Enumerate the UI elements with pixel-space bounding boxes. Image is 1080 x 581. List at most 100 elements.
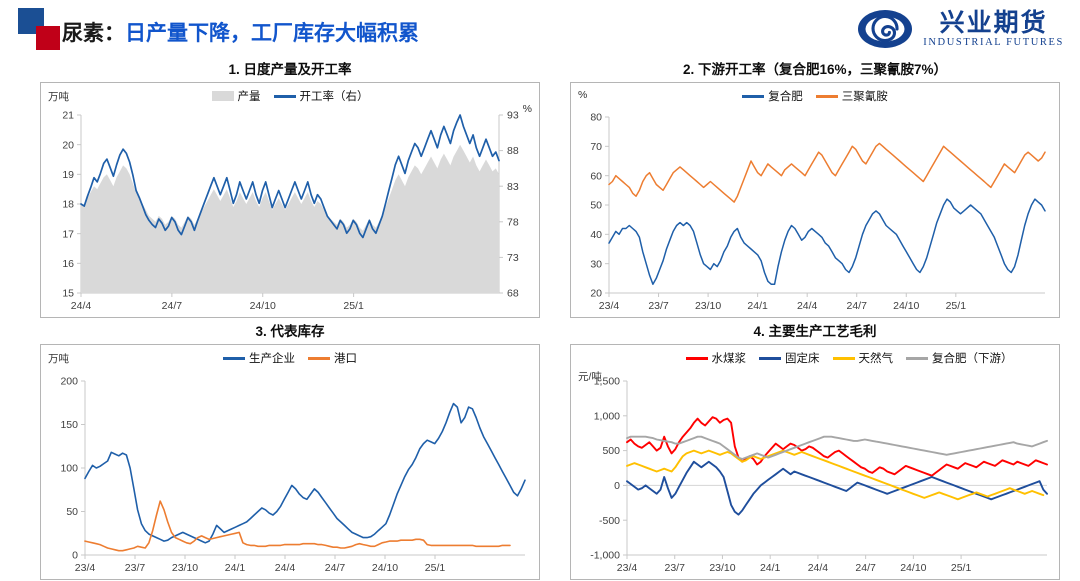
x-tick-label: 23/4	[75, 562, 96, 574]
y2-tick-label: 68	[507, 288, 519, 300]
y-tick-label: 0	[614, 480, 620, 492]
series-line	[608, 198, 1046, 285]
y-tick-label: 60	[590, 170, 602, 182]
y-tick-label: 30	[590, 258, 602, 270]
y2-tick-label: 93	[507, 110, 519, 122]
chart-box-4: 元/吨 水煤浆 固定床 天然气 复合肥（下游） -1,000 -500 0 500 1,000…	[570, 344, 1060, 580]
decorative-logo-marks	[18, 8, 60, 50]
red-square-icon	[36, 26, 60, 50]
y-tick-label: 70	[590, 141, 602, 153]
chart-plot-3: 0 50 100 150 200 23/4 23/7 23/10 24/1 24/4 24/7 24/…	[60, 376, 526, 574]
y-tick-label: 18	[62, 199, 74, 211]
panel-production-margin: 4. 主要生产工艺毛利 元/吨 水煤浆 固定床 天然气 复合肥（下游） -1,000-…	[570, 320, 1060, 580]
panel-representative-inventory: 3. 代表库存 万吨 生产企业 港口 0 50 100 150 200 23/4 23/7 23…	[40, 320, 540, 580]
x-tick-label: 24/10	[893, 300, 919, 312]
series-line	[626, 416, 1048, 477]
y-axis-unit-left-3: 万吨	[48, 353, 69, 365]
x-tick-label: 24/1	[225, 562, 246, 574]
y-tick-label: 1,500	[594, 376, 620, 388]
y-tick-label: 20	[62, 139, 74, 151]
y-tick-label: -1,000	[590, 550, 620, 562]
x-tick-label: 24/7	[855, 562, 876, 574]
y-tick-label: 16	[62, 258, 74, 270]
series-line	[84, 402, 526, 544]
x-tick-label: 23/10	[695, 300, 721, 312]
y-axis-unit-right-1: %	[522, 103, 532, 115]
x-tick-label: 24/7	[325, 562, 346, 574]
y2-tick-label: 88	[507, 145, 519, 157]
chart-box-1: 万吨 % 产量 开工率（右） 15 16 17 18 19 20 21 68 73 78 83 88 93…	[40, 82, 540, 318]
page-title-label: 尿素：	[62, 22, 125, 45]
y-tick-label: 50	[590, 200, 602, 212]
panel-downstream-operating-rate: 2. 下游开工率（复合肥16%，三聚氰胺7%） % 复合肥 三聚氰胺 20 30 40…	[570, 58, 1060, 318]
x-tick-label: 24/10	[900, 562, 926, 574]
panel-daily-output: 1. 日度产量及开工率 万吨 % 产量 开工率（右） 15 16 17 18 19 20 21…	[40, 58, 540, 318]
chart-plot-2: 20 30 40 50 60 70 80 23/4 23/7 23/10 24/1 24/4 24/7 2…	[590, 112, 1046, 312]
x-tick-label: 23/4	[617, 562, 638, 574]
x-tick-label: 25/1	[951, 562, 972, 574]
x-tick-label: 24/4	[275, 562, 296, 574]
company-logo-icon	[858, 10, 913, 48]
y-tick-label: 20	[590, 288, 602, 300]
x-tick-label: 25/1	[425, 562, 446, 574]
y2-tick-label: 78	[507, 216, 519, 228]
chart-box-3: 万吨 生产企业 港口 0 50 100 150 200 23/4 23/7 23/10 24/1 2…	[40, 344, 540, 580]
chart-title-3: 3. 代表库存	[255, 324, 325, 339]
y-axis-unit-left-2: %	[578, 89, 588, 101]
company-brand: 兴业期货 INDUSTRIAL FUTURES	[857, 6, 1064, 52]
x-tick-label: 23/4	[599, 300, 620, 312]
y-tick-label: 200	[60, 376, 78, 388]
brand-text: 兴业期货 INDUSTRIAL FUTURES	[923, 10, 1064, 49]
brand-name-cn: 兴业期货	[939, 7, 1048, 37]
x-tick-label: 23/10	[709, 562, 735, 574]
x-tick-label: 24/10	[250, 300, 276, 312]
series-area	[81, 144, 499, 293]
y-tick-label: 0	[72, 550, 78, 562]
y-tick-label: 21	[62, 110, 74, 122]
y-tick-label: 500	[602, 445, 620, 457]
chart-title-1: 1. 日度产量及开工率	[228, 62, 352, 77]
series-line	[608, 142, 1046, 203]
chart-title-4: 4. 主要生产工艺毛利	[753, 324, 877, 339]
x-tick-label: 24/4	[797, 300, 818, 312]
brand-name-en: INDUSTRIAL FUTURES	[923, 36, 1064, 48]
y-tick-label: 150	[60, 419, 78, 431]
x-tick-label: 24/4	[71, 300, 92, 312]
series-line	[80, 114, 500, 239]
y-tick-label: 80	[590, 112, 602, 124]
chart-title-2: 2. 下游开工率（复合肥16%，三聚氰胺7%）	[682, 62, 948, 77]
chart-plot-1: 15 16 17 18 19 20 21 68 73 78 83 88 93 24/4 24/7 24/10 2…	[62, 110, 519, 312]
page-title-main: 日产量下降，工厂库存大幅积累	[125, 22, 419, 45]
y-tick-label: 100	[60, 463, 78, 475]
y-tick-label: 40	[590, 229, 602, 241]
y-axis-unit-left-1: 万吨	[48, 91, 69, 103]
y-tick-label: 1,000	[594, 410, 620, 422]
series-line	[84, 500, 511, 552]
y-tick-label: -500	[599, 515, 620, 527]
series-line	[626, 449, 1045, 501]
x-tick-label: 25/1	[946, 300, 967, 312]
y2-tick-label: 83	[507, 181, 519, 193]
chart-plot-4: -1,000 -500 0 500 1,000 1,500 23/4 23/7 23/10 24/…	[590, 376, 1048, 574]
page-title: 尿素：日产量下降，工厂库存大幅积累	[62, 17, 419, 47]
y-tick-label: 19	[62, 169, 74, 181]
x-tick-label: 24/7	[162, 300, 183, 312]
page-header: 尿素：日产量下降，工厂库存大幅积累 兴业期货 INDUSTRIAL FUTURE…	[0, 0, 1080, 56]
y2-tick-label: 73	[507, 252, 519, 264]
y-tick-label: 15	[62, 288, 74, 300]
y-tick-label: 17	[62, 228, 74, 240]
x-tick-label: 24/10	[372, 562, 398, 574]
y-tick-label: 50	[66, 506, 78, 518]
x-tick-label: 23/7	[648, 300, 669, 312]
x-tick-label: 24/1	[760, 562, 781, 574]
x-tick-label: 24/4	[808, 562, 829, 574]
x-tick-label: 24/7	[847, 300, 868, 312]
series-line	[626, 435, 1048, 460]
x-tick-label: 23/10	[172, 562, 198, 574]
x-tick-label: 25/1	[343, 300, 364, 312]
x-tick-label: 23/7	[665, 562, 686, 574]
chart-box-2: % 复合肥 三聚氰胺 20 30 40 50 60 70 80 23/4 23/7 23/10 24/…	[570, 82, 1060, 318]
x-tick-label: 23/7	[125, 562, 146, 574]
x-tick-label: 24/1	[747, 300, 768, 312]
series-line	[626, 460, 1048, 516]
